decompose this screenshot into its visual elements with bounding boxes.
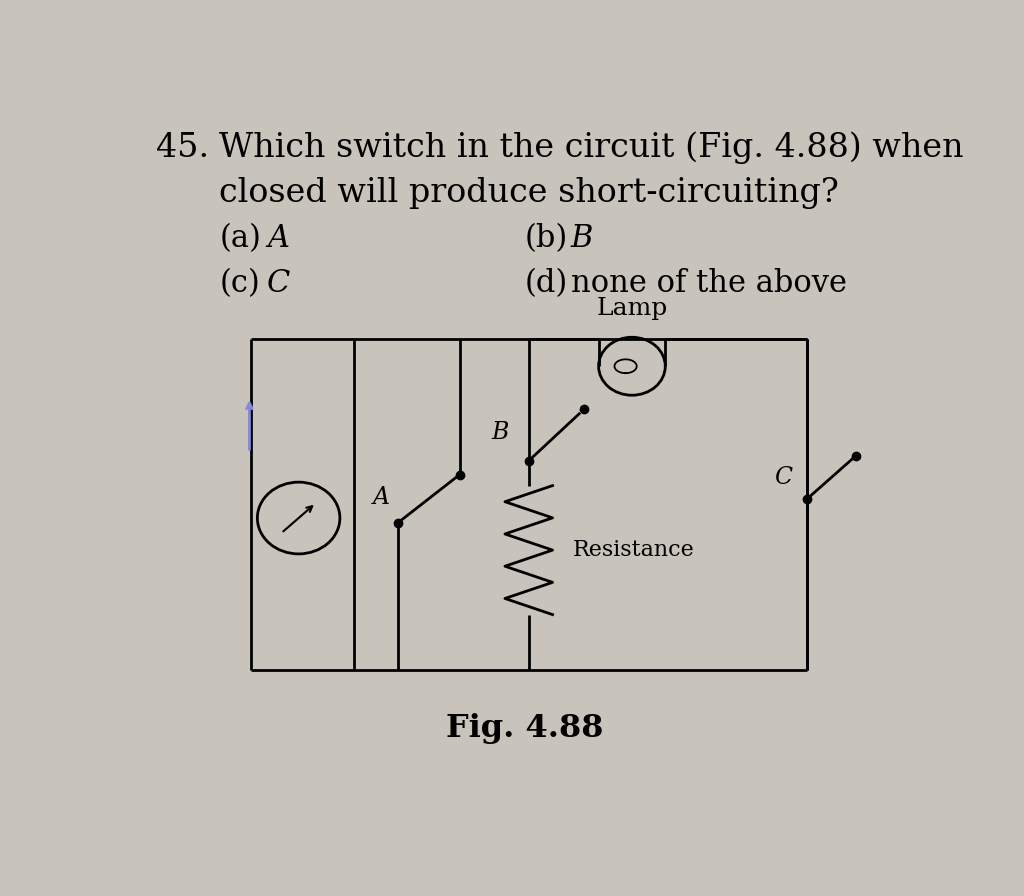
Text: Resistance: Resistance — [572, 539, 694, 561]
Text: closed will produce short-circuiting?: closed will produce short-circuiting? — [219, 177, 839, 209]
Text: (b): (b) — [524, 223, 568, 254]
Text: (a): (a) — [219, 223, 261, 254]
Text: C: C — [774, 466, 793, 489]
Text: A: A — [267, 223, 289, 254]
Text: Fig. 4.88: Fig. 4.88 — [446, 713, 603, 744]
Text: 45.: 45. — [156, 132, 209, 164]
Text: Which switch in the circuit (Fig. 4.88) when: Which switch in the circuit (Fig. 4.88) … — [219, 132, 964, 164]
Text: none of the above: none of the above — [570, 268, 847, 298]
Text: A: A — [373, 486, 390, 509]
Text: B: B — [570, 223, 593, 254]
Text: Lamp: Lamp — [596, 297, 668, 320]
Text: (d): (d) — [524, 268, 568, 298]
Text: B: B — [492, 420, 509, 444]
Text: C: C — [267, 268, 290, 298]
Text: (c): (c) — [219, 268, 260, 298]
